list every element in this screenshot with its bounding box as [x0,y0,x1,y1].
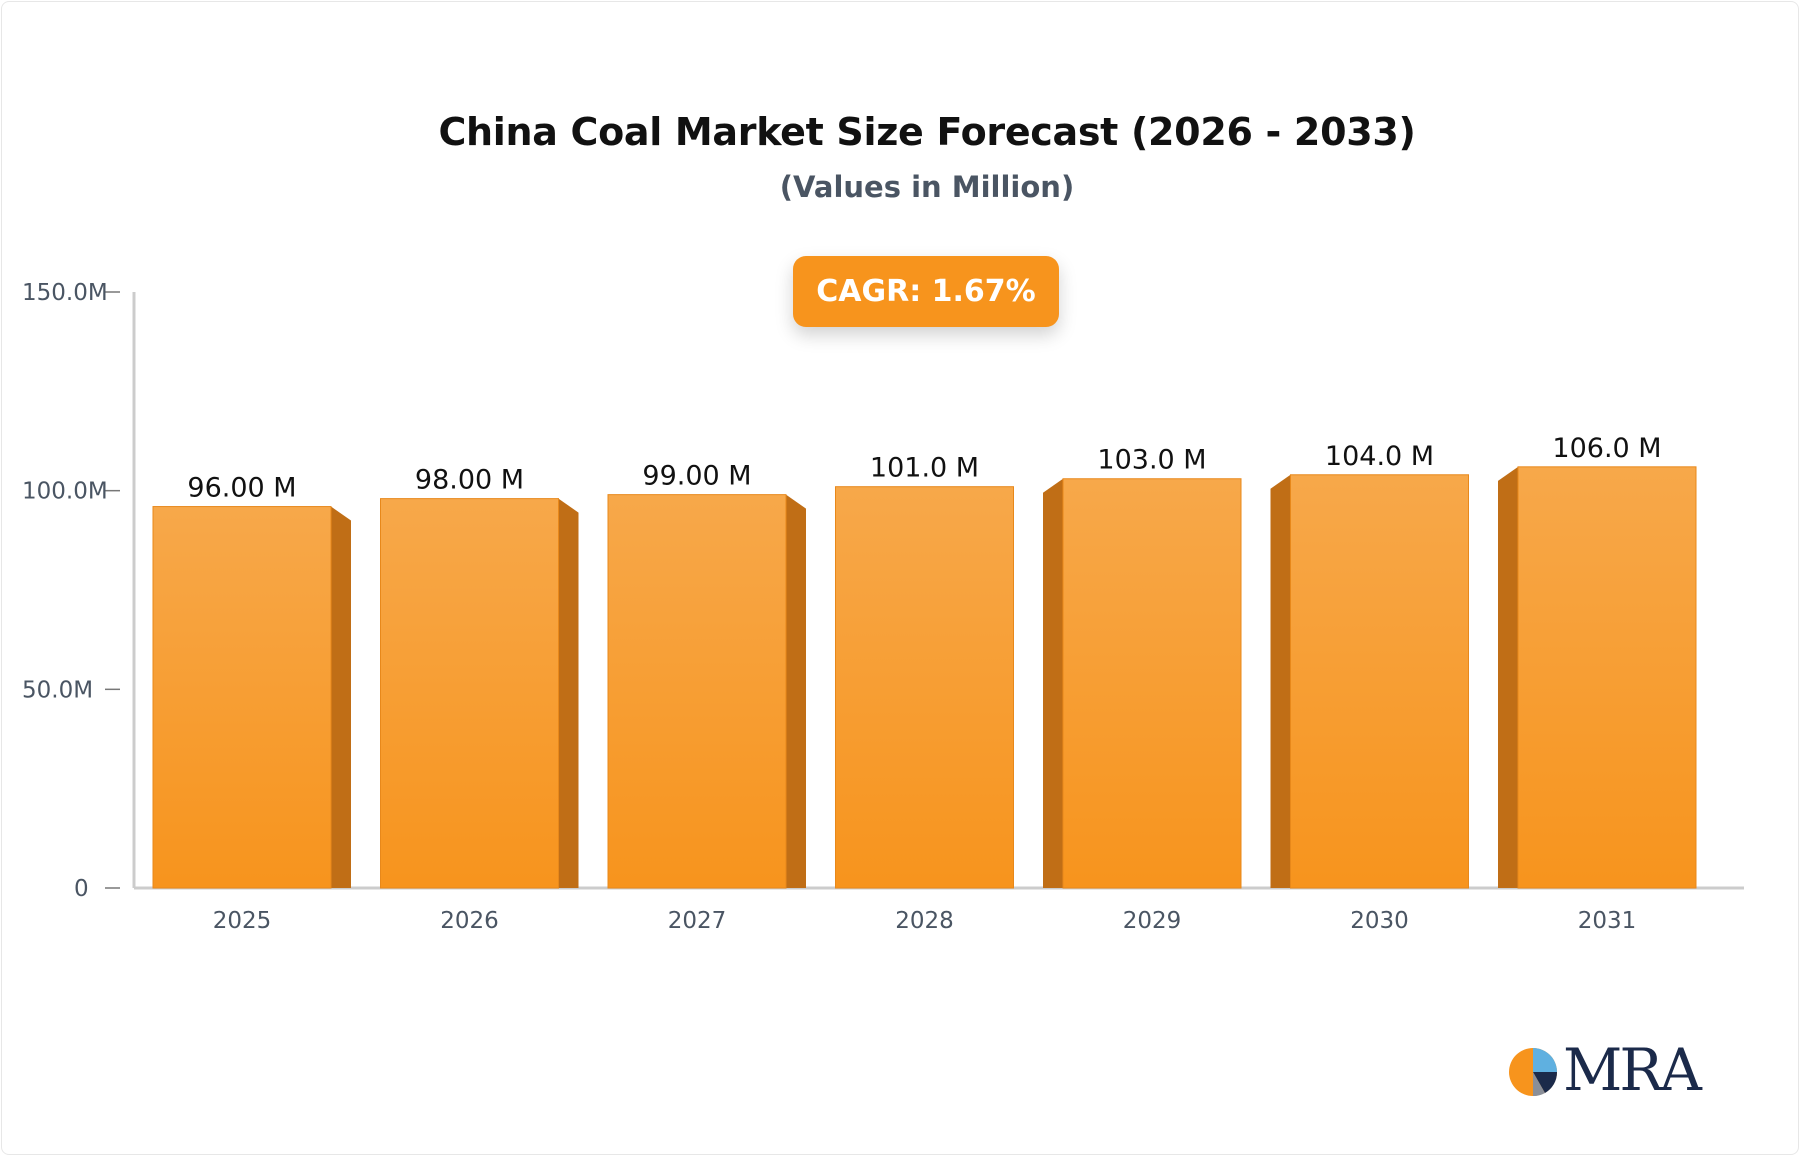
bar-side [331,506,351,888]
y-tick-label: 50.0M [22,677,93,703]
y-tick-label: 100.0M [22,479,108,505]
bar-side [786,494,806,888]
bar-2027 [607,494,806,889]
bar-front [1517,466,1697,889]
bar-2029 [1043,478,1242,889]
bar-side [1498,466,1518,888]
y-tick-label: 0 [74,876,89,902]
data-label: 104.0 M [1325,441,1434,472]
chart-axes: 0 50.0M 100.0M 150.0M [22,280,1744,902]
bar-2028 [835,486,1014,889]
x-tick-label: 2025 [213,908,272,934]
x-tick-label: 2026 [440,908,499,934]
chart-subtitle: (Values in Million) [779,170,1075,204]
bar-front [380,498,559,889]
bar-side [1270,474,1291,888]
cagr-badge: CAGR: 1.67% [793,256,1059,327]
x-tick-label: 2030 [1350,908,1409,934]
x-tick-label: 2027 [668,908,727,934]
chart-title: China Coal Market Size Forecast (2026 - … [438,110,1416,154]
bar-2025 [152,506,351,889]
x-tick-label: 2029 [1123,908,1182,934]
data-label: 103.0 M [1097,445,1206,476]
data-label: 96.00 M [187,473,296,504]
x-tick-label: 2028 [895,908,954,934]
chart-bars [152,466,1697,889]
bar-2026 [380,498,579,889]
mra-logo-icon [1509,1048,1558,1097]
bar-front [835,486,1014,889]
bar-side [1043,478,1063,888]
data-label: 101.0 M [870,453,979,484]
bar-front [152,506,332,889]
data-label: 99.00 M [642,461,751,492]
bar-2030 [1270,474,1469,889]
bar-side [558,498,579,888]
chart-labels: 96.00 M 2025 98.00 M 2026 99.00 M 2027 101.0 M… [187,433,1661,934]
bar-front [607,494,787,889]
bar-2031 [1498,466,1697,889]
data-label: 106.0 M [1552,433,1661,464]
bar-front [1062,478,1242,889]
bar-front [1290,474,1469,889]
y-tick-label: 150.0M [22,280,108,306]
mra-logo-text: MRA [1563,1036,1702,1104]
data-label: 98.00 M [415,465,524,496]
mra-logo: MRA [1507,1036,1702,1104]
x-tick-label: 2031 [1578,908,1637,934]
